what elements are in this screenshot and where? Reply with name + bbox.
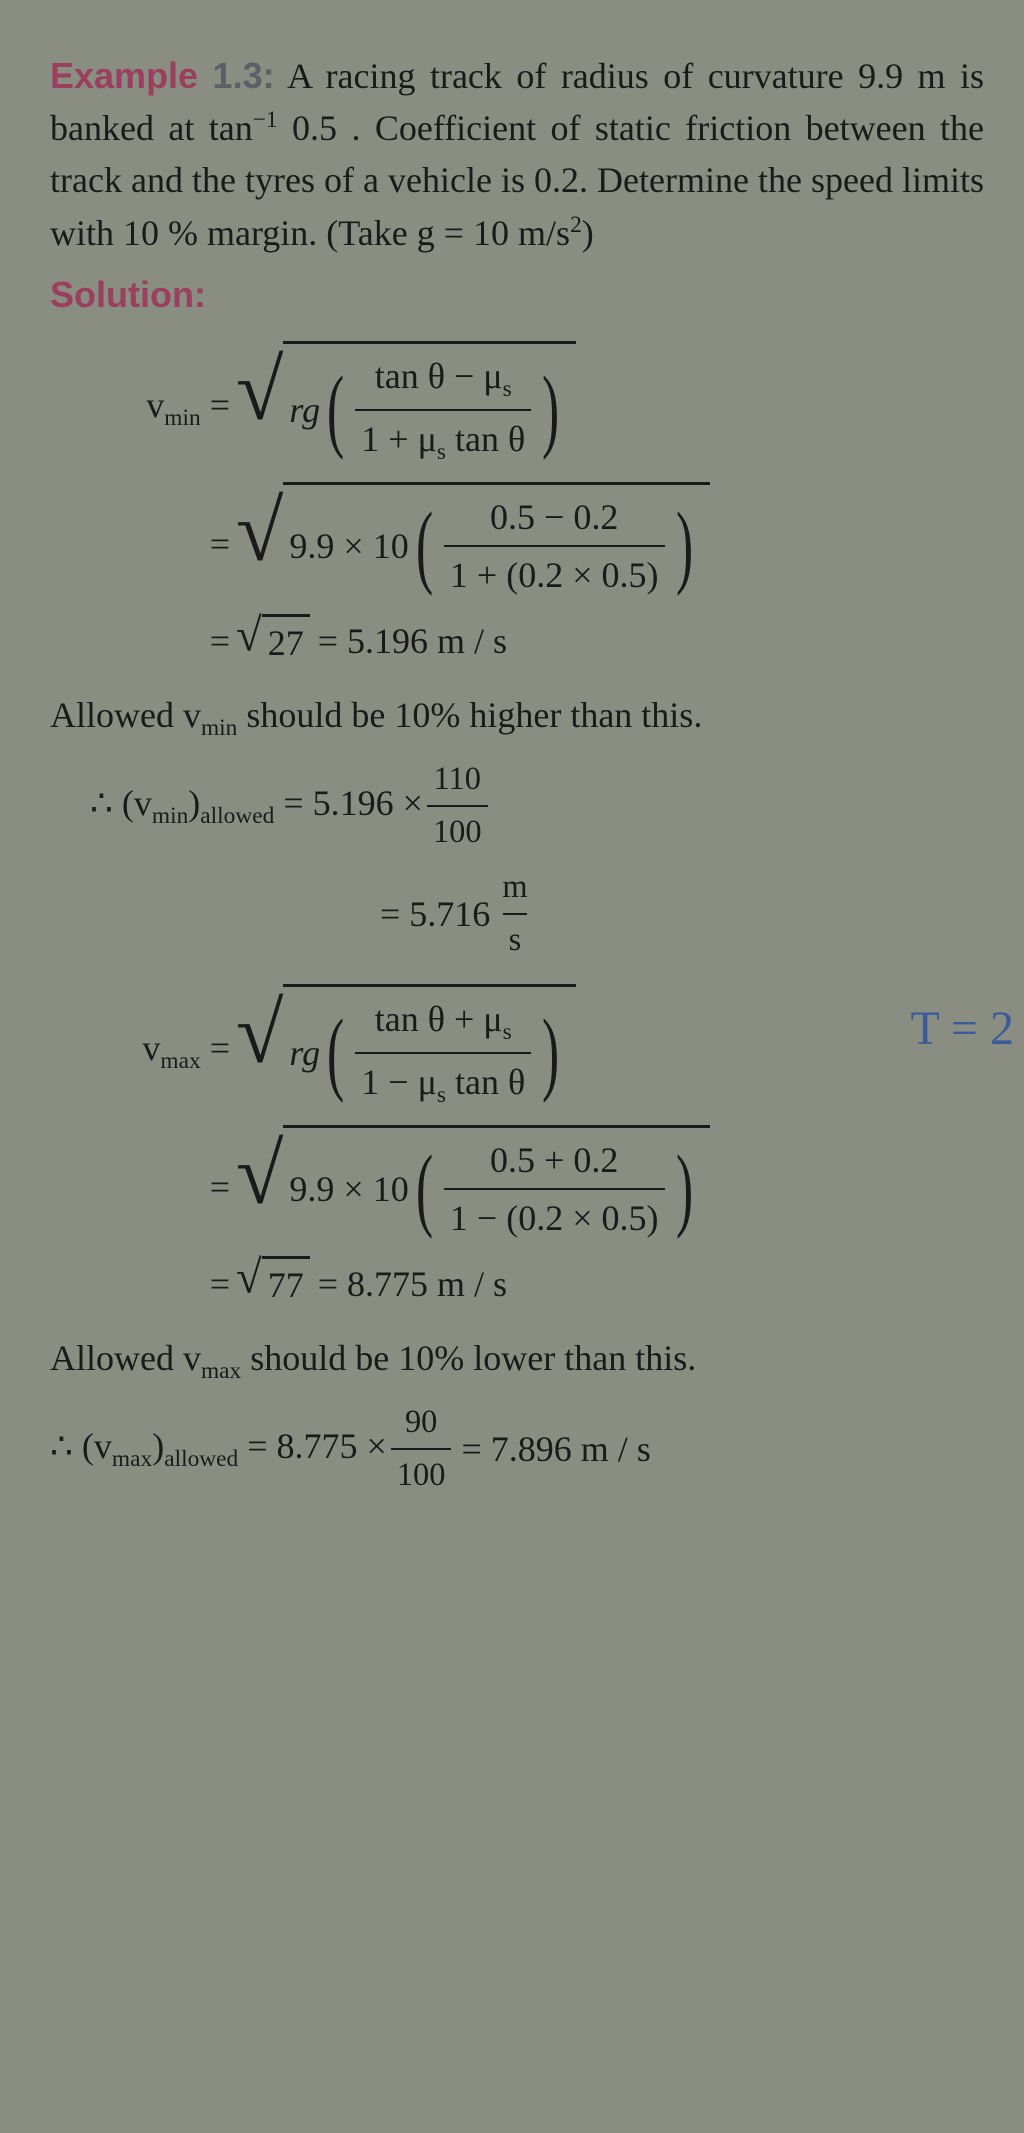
solution-heading: Solution: — [50, 269, 984, 321]
vmin-result-row: = √ 27 = 5.196 m / s — [110, 614, 984, 669]
allowed-vmax-frac: 90 100 — [391, 1399, 452, 1499]
allowed-vmin-calc: ∴ (vmin)allowed = 5.196 × 110 100 — [90, 756, 984, 856]
vmax-lhs: vmax = — [110, 1022, 236, 1079]
vmax-fraction-symbolic: tan θ + μs 1 − μs tan θ — [355, 993, 531, 1113]
vmax-sqrt-numeric: √ 9.9 × 10 ( 0.5 + 0.2 1 − (0.2 × 0.5) ) — [236, 1125, 710, 1248]
vmin-lhs: vmin = — [110, 379, 236, 436]
allowed-vmax-text: Allowed vmax should be 10% lower than th… — [50, 1332, 984, 1389]
vmax-symbolic-row: vmax = √ rg ( tan θ + μs 1 − μs tan θ ) … — [110, 984, 984, 1117]
problem-statement: Example 1.3: A racing track of radius of… — [50, 50, 984, 259]
vmin-numeric-row: = √ 9.9 × 10 ( 0.5 − 0.2 1 + (0.2 × 0.5)… — [110, 482, 984, 605]
allowed-vmin-unit: m s — [496, 864, 533, 964]
vmax-fraction-numeric: 0.5 + 0.2 1 − (0.2 × 0.5) — [444, 1134, 665, 1244]
allowed-vmin-text: Allowed vmin should be 10% higher than t… — [50, 689, 984, 746]
example-number: 1.3: — [213, 55, 275, 96]
vmin-sqrt-numeric: √ 9.9 × 10 ( 0.5 − 0.2 1 + (0.2 × 0.5) ) — [236, 482, 710, 605]
vmin-symbolic-row: vmin = √ rg ( tan θ − μs 1 + μs tan θ ) — [110, 341, 984, 474]
vmax-result-row: = √ 77 = 8.775 m / s — [110, 1256, 984, 1311]
handwritten-scribble: T = 2 — [910, 994, 1014, 1064]
vmax-block: vmax = √ rg ( tan θ + μs 1 − μs tan θ ) … — [110, 984, 984, 1312]
squared-sup: 2 — [570, 212, 582, 238]
inverse-sup: −1 — [253, 107, 278, 133]
vmin-fraction-symbolic: tan θ − μs 1 + μs tan θ — [355, 350, 531, 470]
allowed-vmax-calc: ∴ (vmax)allowed = 8.775 × 90 100 = 7.896… — [50, 1399, 984, 1499]
vmin-block: vmin = √ rg ( tan θ − μs 1 + μs tan θ ) — [110, 341, 984, 669]
vmin-sqrt-symbolic: √ rg ( tan θ − μs 1 + μs tan θ ) — [236, 341, 576, 474]
vmax-sqrt-symbolic: √ rg ( tan θ + μs 1 − μs tan θ ) — [236, 984, 576, 1117]
vmax-numeric-row: = √ 9.9 × 10 ( 0.5 + 0.2 1 − (0.2 × 0.5)… — [110, 1125, 984, 1248]
example-label: Example — [50, 55, 198, 96]
vmin-fraction-numeric: 0.5 − 0.2 1 + (0.2 × 0.5) — [444, 491, 665, 601]
vmax-sqrt-result: √ 77 — [236, 1256, 310, 1311]
problem-text-3: ) — [582, 213, 594, 253]
vmin-sqrt-result: √ 27 — [236, 614, 310, 669]
allowed-vmin-result: = 5.716 m s — [380, 864, 984, 964]
allowed-vmin-frac: 110 100 — [427, 756, 488, 856]
